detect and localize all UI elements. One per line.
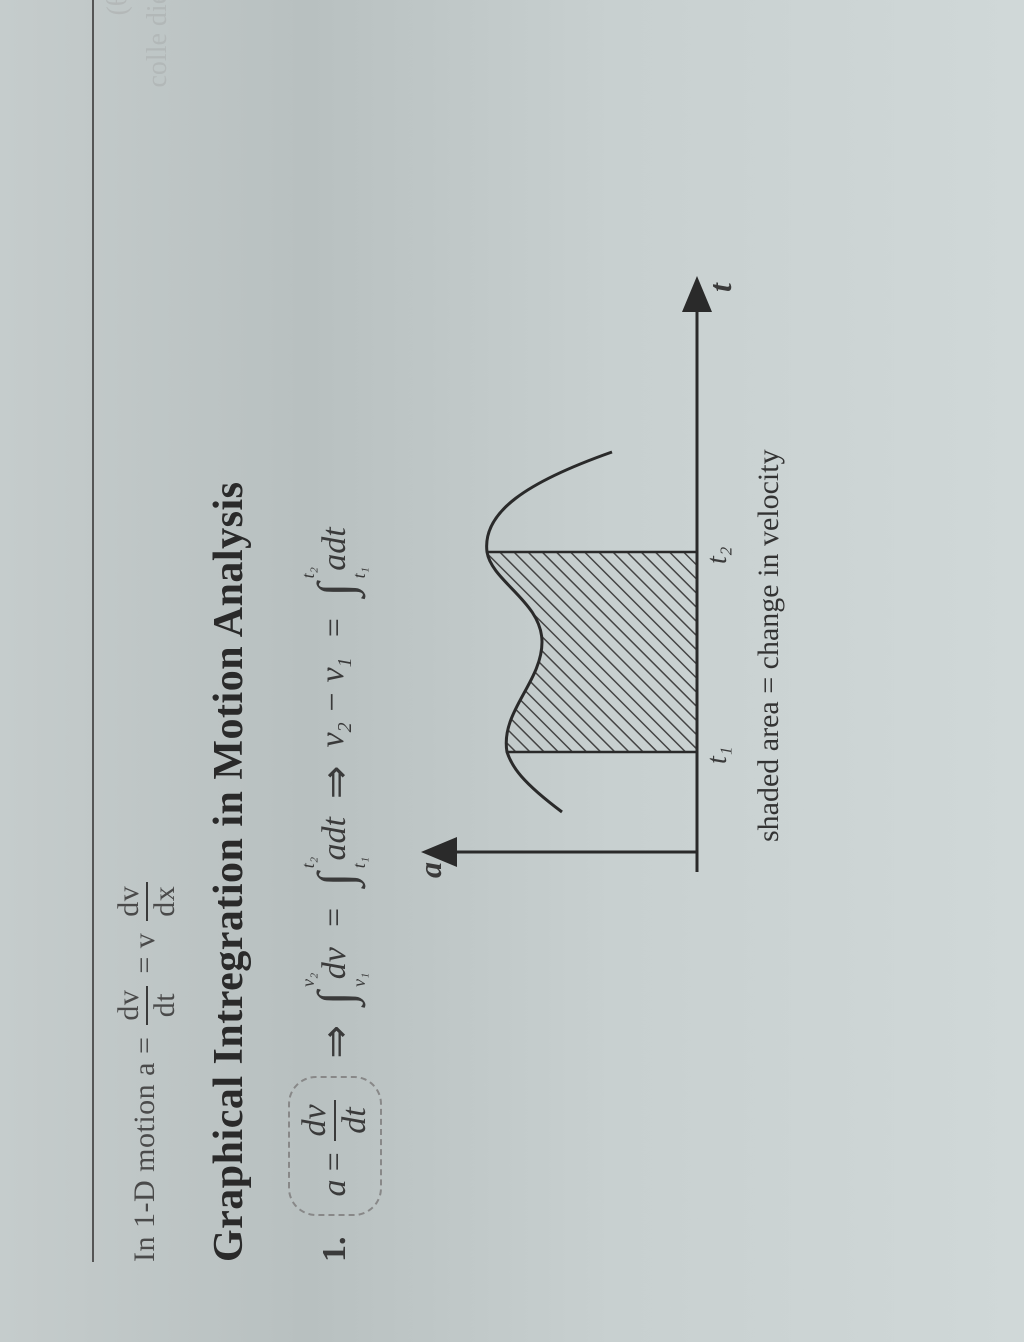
implies-arrow-2: ⇒ bbox=[312, 766, 359, 800]
graph-caption: shaded area = change in velocity bbox=[752, 449, 786, 842]
result-expression: v2 − v1 bbox=[314, 657, 357, 747]
intro-equation: In 1-D motion a = dv dt = v dv dx bbox=[114, 0, 180, 1262]
shaded-region bbox=[487, 552, 697, 752]
y-axis-label: a bbox=[412, 862, 449, 878]
top-rule bbox=[92, 0, 94, 1262]
implies-arrow-1: ⇒ bbox=[312, 1025, 359, 1059]
intro-mid: = v bbox=[128, 933, 161, 974]
integral-adt-2: ∫ t₂ t₁ bbox=[306, 583, 364, 597]
boxed-definition: a = dv dt bbox=[288, 1076, 382, 1216]
equation-item-1: 1. a = dv dt ⇒ ∫ v₂ v₁ dv = ∫ t₂ t₁ bbox=[288, 0, 382, 1262]
at-graph: a t t₁ t₂ shaded area = change in veloci… bbox=[412, 232, 792, 932]
item-number: 1. bbox=[316, 1237, 354, 1263]
bleed-through-text-2: colle died grittemp2 bbox=[142, 0, 174, 88]
bleed-through-text-1: (θ₂cos + t)ᵧᵤ·s bbox=[102, 0, 134, 16]
section-heading: Graphical Intregration in Motion Analysi… bbox=[205, 0, 253, 1262]
frac-a-dvdt: dv dt bbox=[298, 1100, 372, 1140]
frac-dv-dx: dv dx bbox=[114, 882, 180, 921]
intro-prefix: In 1-D motion a = bbox=[128, 1037, 161, 1262]
integral-adt-1: ∫ t₂ t₁ bbox=[306, 872, 364, 886]
x-axis-label: t bbox=[702, 283, 739, 292]
integral-dv: ∫ v₂ v₁ bbox=[306, 991, 364, 1005]
frac-dv-dt: dv dt bbox=[114, 986, 180, 1025]
t1-label: t₁ bbox=[702, 746, 734, 764]
graph-svg bbox=[412, 232, 752, 932]
t2-label: t₂ bbox=[702, 546, 734, 564]
